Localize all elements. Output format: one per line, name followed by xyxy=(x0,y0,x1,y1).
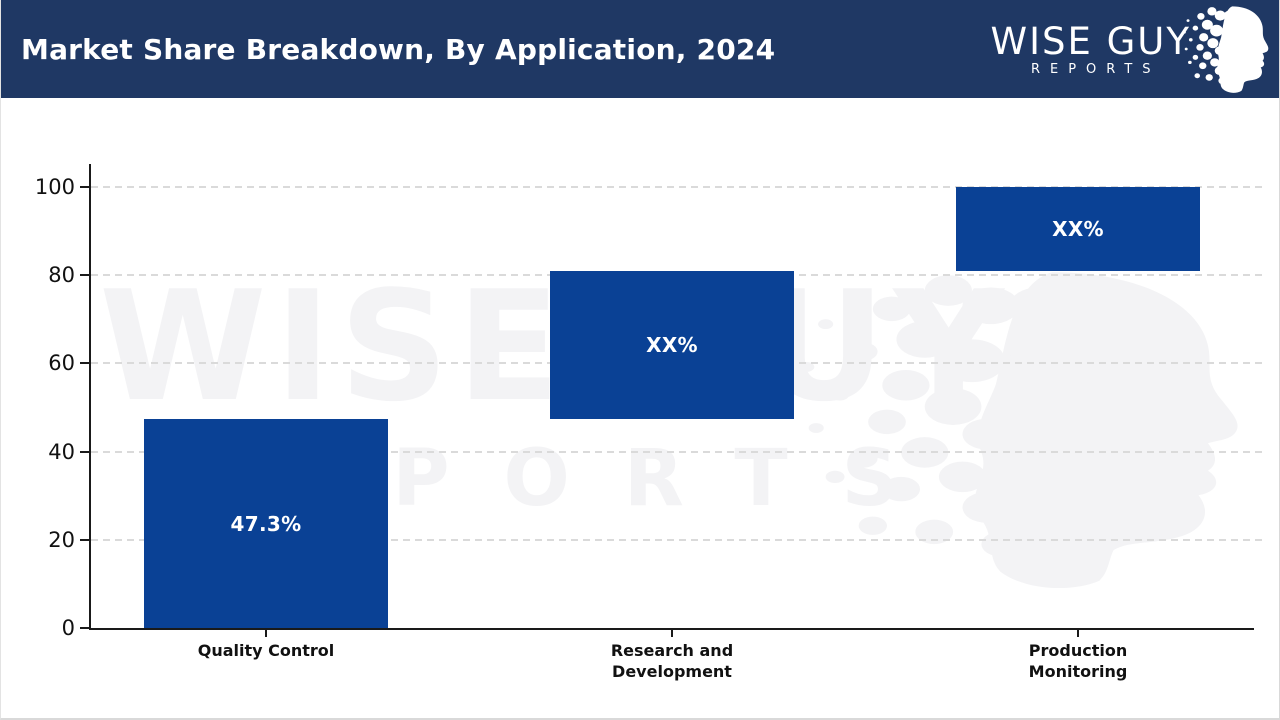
bar-value-label: XX% xyxy=(1052,216,1104,241)
gridline-100 xyxy=(91,186,1263,188)
y-tick-label-80: 80 xyxy=(48,263,75,288)
category-label-line: Production xyxy=(1028,641,1128,660)
category-label: Production Monitoring xyxy=(958,640,1198,682)
category-label-line: Monitoring xyxy=(1028,662,1128,681)
gridline-40 xyxy=(91,450,1263,453)
y-tick-label-40: 40 xyxy=(48,439,75,464)
bar-segment: XX% xyxy=(956,187,1200,271)
dotted-head-profile-watermark xyxy=(799,272,1238,589)
bar-segment: 47.3% xyxy=(144,419,388,628)
y-tick-label-20: 20 xyxy=(48,527,75,552)
y-tick-80 xyxy=(80,274,89,277)
gridline-20 xyxy=(91,538,1263,541)
y-tick-40 xyxy=(80,450,89,453)
bar-segment: XX% xyxy=(550,270,794,420)
chart-plot-region: WISE GUY REPORTS 0 20 40 60 80 100 47.3% XX% XX%… xyxy=(1,98,1279,718)
category-label-line: Research and xyxy=(610,641,734,660)
y-tick-label-60: 60 xyxy=(48,351,75,376)
dotted-head-profile-icon xyxy=(1182,6,1269,93)
x-tick-1 xyxy=(671,630,673,637)
bar-value-label: XX% xyxy=(646,333,698,358)
page-title: Market Share Breakdown, By Application, … xyxy=(21,32,776,66)
wiseguy-logo: WISE GUY REPORTS xyxy=(991,3,1269,95)
category-label-line: Quality Control xyxy=(197,641,335,660)
logo-wordmark: WISE GUY xyxy=(990,19,1191,63)
bar-value-label: 47.3% xyxy=(230,511,302,536)
y-tick-20 xyxy=(80,538,89,541)
category-label: Research and Development xyxy=(552,640,792,682)
y-tick-label-0: 0 xyxy=(61,616,75,640)
x-axis-line xyxy=(89,628,1254,630)
logo-subtitle: REPORTS xyxy=(1030,61,1161,77)
y-axis-line xyxy=(89,164,91,630)
header-bar: Market Share Breakdown, By Application, … xyxy=(1,0,1279,98)
y-tick-60 xyxy=(80,362,89,365)
wiseguy-logo-text: WISE GUY REPORTS xyxy=(991,23,1191,76)
category-label-line: Development xyxy=(612,662,732,681)
x-tick-0 xyxy=(265,630,267,637)
y-tick-0 xyxy=(80,627,89,629)
y-tick-label-100: 100 xyxy=(34,175,75,199)
y-tick-100 xyxy=(80,186,89,188)
x-tick-2 xyxy=(1077,630,1079,637)
category-label: Quality Control xyxy=(146,640,386,661)
